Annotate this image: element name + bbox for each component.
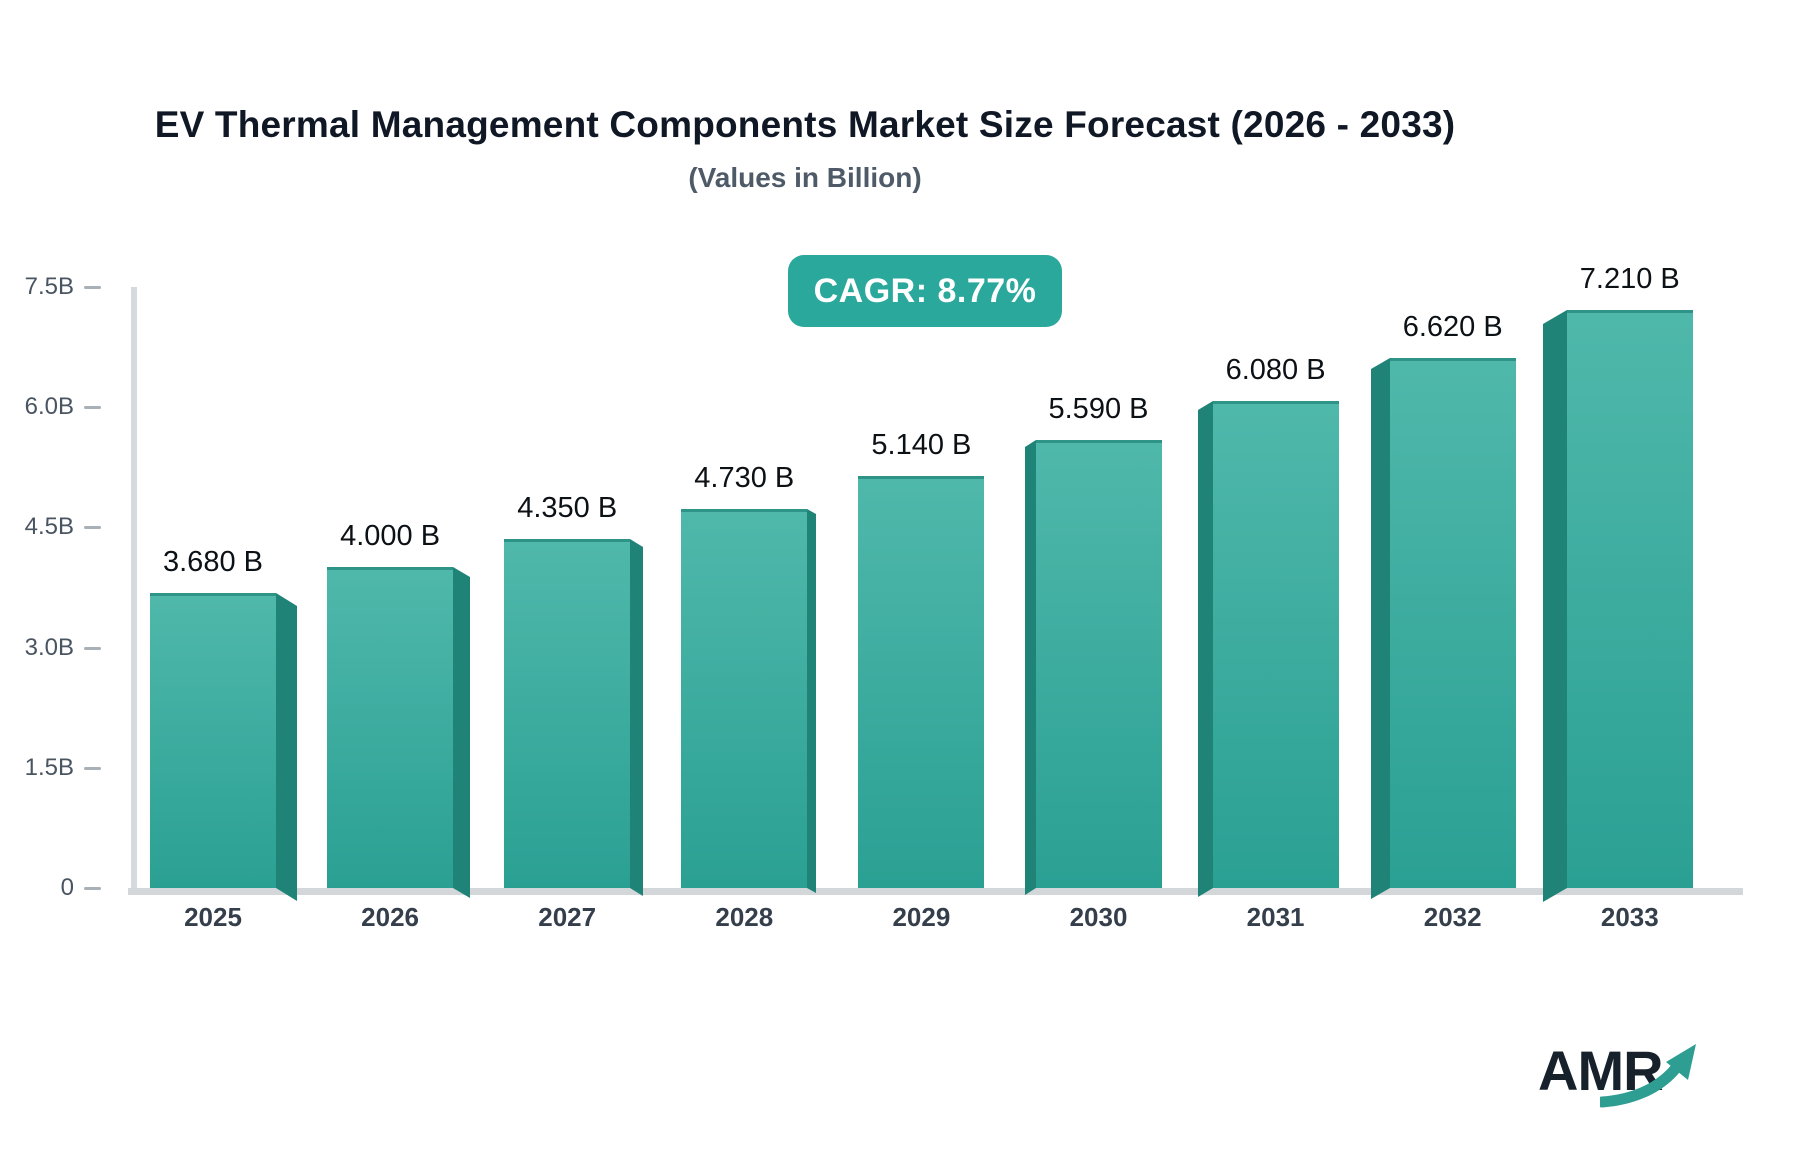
y-axis-label: 1.5B bbox=[24, 753, 74, 781]
x-axis-line bbox=[128, 888, 1743, 895]
bar-value-label: 4.730 B bbox=[694, 462, 795, 494]
y-axis-label: 3.0B bbox=[24, 633, 74, 661]
bar-side bbox=[807, 509, 816, 893]
growth-arrow-icon bbox=[1600, 1044, 1696, 1108]
y-axis-label: 6.0B bbox=[24, 393, 74, 421]
x-axis-label: 2032 bbox=[1423, 902, 1482, 932]
x-axis-label: 2026 bbox=[361, 902, 420, 932]
bar-2025[interactable] bbox=[150, 593, 276, 888]
x-axis-label: 2033 bbox=[1600, 902, 1659, 932]
amr-logo: AMR bbox=[1538, 1038, 1748, 1118]
y-axis-label: 7.5B bbox=[24, 273, 74, 300]
y-axis-line bbox=[131, 287, 137, 888]
x-axis-label: 2031 bbox=[1246, 902, 1305, 932]
bar-2027[interactable] bbox=[504, 539, 630, 888]
y-axis-tick bbox=[84, 286, 101, 289]
x-axis-label: 2029 bbox=[892, 902, 951, 932]
bar-value-label: 3.680 B bbox=[163, 546, 263, 578]
y-axis-tick bbox=[84, 406, 101, 410]
bar-2032[interactable] bbox=[1390, 358, 1516, 888]
y-axis-tick bbox=[84, 887, 101, 890]
y-axis-label: 4.5B bbox=[24, 513, 74, 541]
bar-value-label: 4.350 B bbox=[517, 492, 618, 524]
bar-2029[interactable] bbox=[858, 476, 984, 888]
x-axis-label: 2028 bbox=[715, 902, 774, 932]
bar-2026[interactable] bbox=[327, 567, 453, 888]
bar-2028[interactable] bbox=[681, 509, 807, 888]
bar-value-label: 6.080 B bbox=[1225, 354, 1326, 386]
chart-title: EV Thermal Management Components Market … bbox=[154, 104, 1456, 145]
bar-value-label: 7.210 B bbox=[1579, 263, 1680, 295]
bar-side bbox=[630, 539, 643, 896]
bar-side bbox=[453, 567, 470, 898]
bar-side bbox=[1198, 401, 1213, 897]
bar-side bbox=[1371, 358, 1390, 899]
y-axis-tick bbox=[84, 766, 101, 770]
bar-side bbox=[1025, 440, 1036, 895]
y-axis-label: 0 bbox=[60, 874, 74, 901]
x-axis-label: 2027 bbox=[538, 902, 597, 932]
x-axis-label: 2025 bbox=[184, 902, 242, 932]
chart-subtitle: (Values in Billion) bbox=[688, 162, 922, 193]
bar-side bbox=[1543, 310, 1567, 902]
cagr-badge: CAGR: 8.77% bbox=[788, 255, 1062, 327]
bar-2030[interactable] bbox=[1036, 440, 1162, 888]
bar-value-label: 5.140 B bbox=[871, 429, 972, 461]
y-axis-tick bbox=[84, 646, 101, 650]
bar-side bbox=[276, 593, 297, 901]
bar-value-label: 5.590 B bbox=[1048, 393, 1149, 425]
x-axis-label: 2030 bbox=[1069, 902, 1128, 932]
bar-2031[interactable] bbox=[1213, 401, 1339, 888]
bar-value-label: 6.620 B bbox=[1402, 311, 1503, 343]
y-axis-tick bbox=[84, 526, 101, 530]
bar-2033[interactable] bbox=[1567, 310, 1693, 888]
bar-value-label: 4.000 B bbox=[340, 520, 441, 552]
